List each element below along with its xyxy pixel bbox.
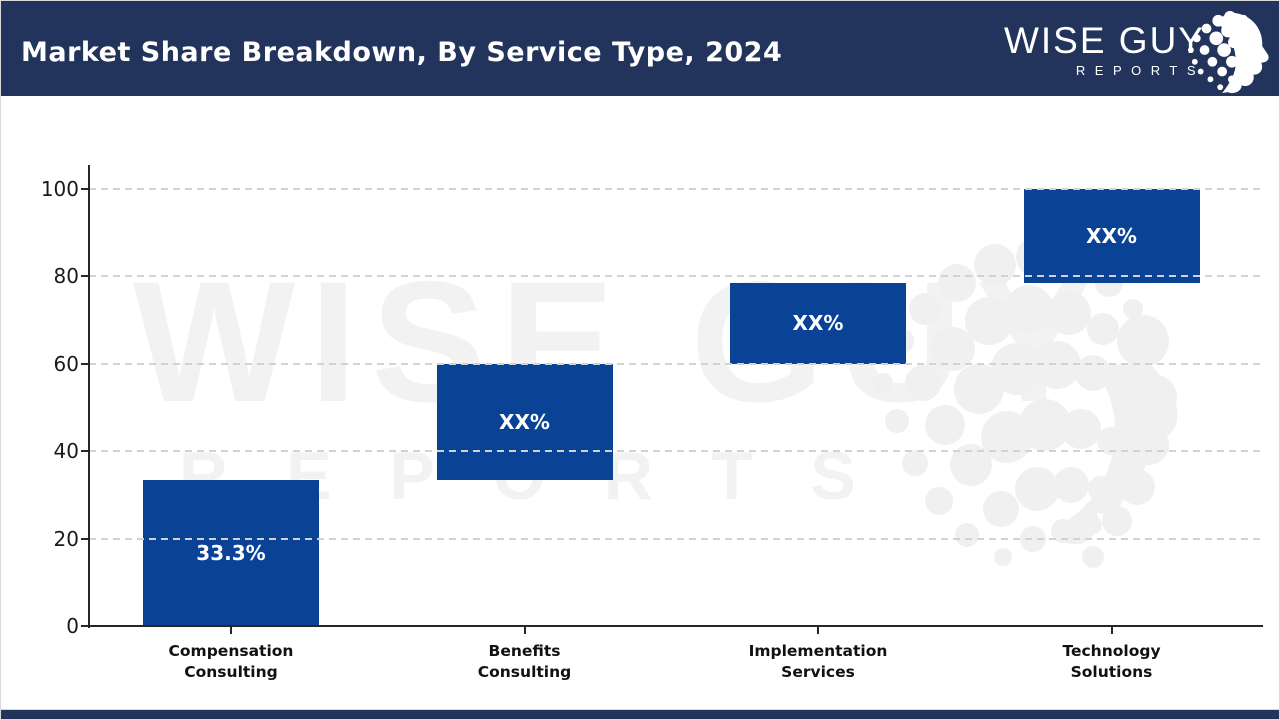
brand-logo-text: WISE GUY REPORTS — [1003, 20, 1205, 79]
header-bar: Market Share Breakdown, By Service Type,… — [1, 1, 1279, 96]
x-category-label-line: Consulting — [184, 663, 278, 681]
y-axis-line — [88, 165, 90, 628]
y-tick-label: 0 — [66, 614, 79, 638]
x-tick-mark — [1110, 627, 1113, 634]
brand-subname: REPORTS — [1075, 63, 1205, 78]
bar-value-label: XX% — [792, 311, 844, 336]
gridline — [89, 275, 1263, 277]
y-tick-mark — [81, 450, 88, 452]
gridline — [89, 450, 1263, 452]
brand-logo: WISE GUY REPORTS — [1004, 7, 1273, 94]
gridline — [89, 362, 1263, 365]
x-axis-line — [88, 625, 1263, 627]
x-category-label: Implementation Services — [698, 641, 938, 683]
y-tick-label: 100 — [40, 176, 79, 201]
x-category-label-line: Services — [781, 663, 855, 681]
x-tick-mark — [230, 627, 232, 634]
x-tick-mark — [817, 627, 819, 634]
y-tick-mark — [81, 537, 88, 540]
y-tick-label: 60 — [53, 351, 79, 376]
x-category-label-line: Benefits — [488, 642, 561, 660]
x-category-label: Compensation Consulting — [111, 641, 351, 683]
bar-value-label: XX% — [499, 409, 550, 434]
y-tick-label: 20 — [53, 526, 79, 551]
gridline — [89, 537, 1263, 540]
y-tick-label: 40 — [53, 439, 79, 463]
x-tick-mark — [523, 627, 526, 634]
x-category-label: Benefits Consulting — [405, 641, 645, 683]
x-category-label-line: Consulting — [477, 663, 572, 681]
brand-name: WISE GUY — [1003, 20, 1205, 61]
x-category-label: Technology Solutions — [992, 641, 1232, 683]
brand-face-icon — [1187, 10, 1269, 94]
y-tick-mark — [81, 625, 88, 627]
bar-segment — [1023, 188, 1200, 283]
bar-segment — [436, 363, 613, 481]
bar-segment — [143, 480, 319, 626]
x-category-label-line: Solutions — [1070, 663, 1153, 681]
x-category-label-line: Implementation — [748, 642, 888, 660]
x-category-label-line: Compensation — [168, 642, 294, 660]
gridline — [89, 187, 1263, 190]
chart-title: Market Share Breakdown, By Service Type,… — [21, 37, 783, 68]
bar-value-label: XX% — [1086, 223, 1137, 248]
y-tick-mark — [81, 362, 88, 365]
bar-value-label: 33.3% — [196, 541, 266, 566]
footer-bar — [1, 709, 1279, 719]
y-tick-label: 80 — [53, 264, 79, 288]
y-tick-mark — [81, 275, 88, 277]
x-category-label-line: Technology — [1062, 642, 1161, 660]
bar-segment — [730, 282, 906, 364]
y-tick-mark — [81, 187, 88, 190]
